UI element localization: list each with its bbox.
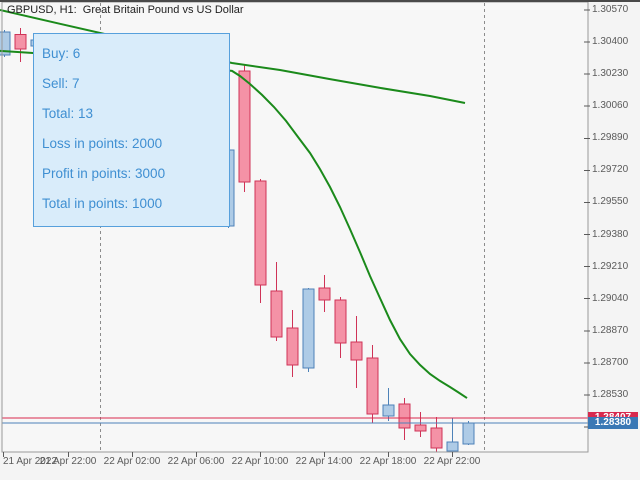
info-line-sell: Sell: 7: [42, 76, 80, 91]
time-axis-label: 22 Apr 18:00: [359, 456, 417, 467]
price-axis-label: 1.29380: [592, 228, 629, 240]
time-axis-label: 22 Apr 06:00: [167, 456, 225, 467]
price-axis-label: 1.28700: [592, 356, 629, 368]
candle-body: [414, 424, 427, 432]
info-line-buy: Buy: 6: [42, 46, 81, 61]
bid-price-badge: 1.28380: [588, 417, 638, 430]
time-axis-label: 21 Apr 2022: [3, 456, 57, 467]
time-axis-label: 22 Apr 10:00: [231, 456, 289, 467]
ma-slow-line: [0, 9, 466, 104]
price-axis-label: 1.29720: [592, 164, 629, 176]
time-axis-label: 22 Apr 02:00: [103, 456, 161, 467]
time-axis-label: 22 Apr 14:00: [295, 456, 353, 467]
candle-body: [366, 357, 379, 415]
window-top-border: [0, 0, 640, 2]
time-axis-label: 21 Apr 22:00: [39, 456, 97, 467]
plot-frame: [1, 1, 589, 453]
price-axis-label: 1.30400: [592, 36, 629, 48]
time-axis-label: 22 Apr 22:00: [423, 456, 481, 467]
price-axis-label: 1.28870: [592, 324, 629, 336]
candle-body: [334, 299, 347, 344]
candle-body: [446, 441, 459, 452]
candle-body: [270, 290, 283, 338]
candle-body: [254, 180, 267, 286]
info-panel: Buy: 6 Sell: 7 Total: 13 Loss in points: 20…: [33, 33, 230, 227]
price-axis-label: 1.29210: [592, 260, 629, 272]
info-line-profit-points: Profit in points: 3000: [42, 166, 166, 181]
price-axis-label: 1.30060: [592, 100, 629, 112]
candle-body: [0, 31, 11, 56]
candle-body: [462, 422, 475, 445]
candle-body: [430, 427, 443, 449]
price-axis-label: 1.29040: [592, 292, 629, 304]
candle-body: [14, 34, 27, 50]
chart-title: GBPUSD, H1: Great Britain Pound vs US Do…: [7, 4, 244, 16]
price-axis-label: 1.29890: [592, 132, 629, 144]
price-axis-label: 1.30230: [592, 68, 629, 80]
price-axis-label: 1.28530: [592, 388, 629, 400]
candle-body: [286, 327, 299, 366]
candle-body: [302, 288, 315, 369]
price-axis-label: 1.30570: [592, 4, 629, 15]
candle-body: [318, 287, 331, 301]
price-axis-label: 1.29550: [592, 196, 629, 208]
info-line-total: Total: 13: [42, 106, 94, 121]
info-line-loss-points: Loss in points: 2000: [42, 136, 163, 151]
candle-body: [382, 404, 395, 417]
candle-body: [238, 70, 251, 183]
ma-fast-line: [0, 49, 468, 399]
candle-body: [350, 341, 363, 361]
candle-body: [398, 403, 411, 429]
info-line-total-points: Total in points: 1000: [42, 196, 163, 211]
